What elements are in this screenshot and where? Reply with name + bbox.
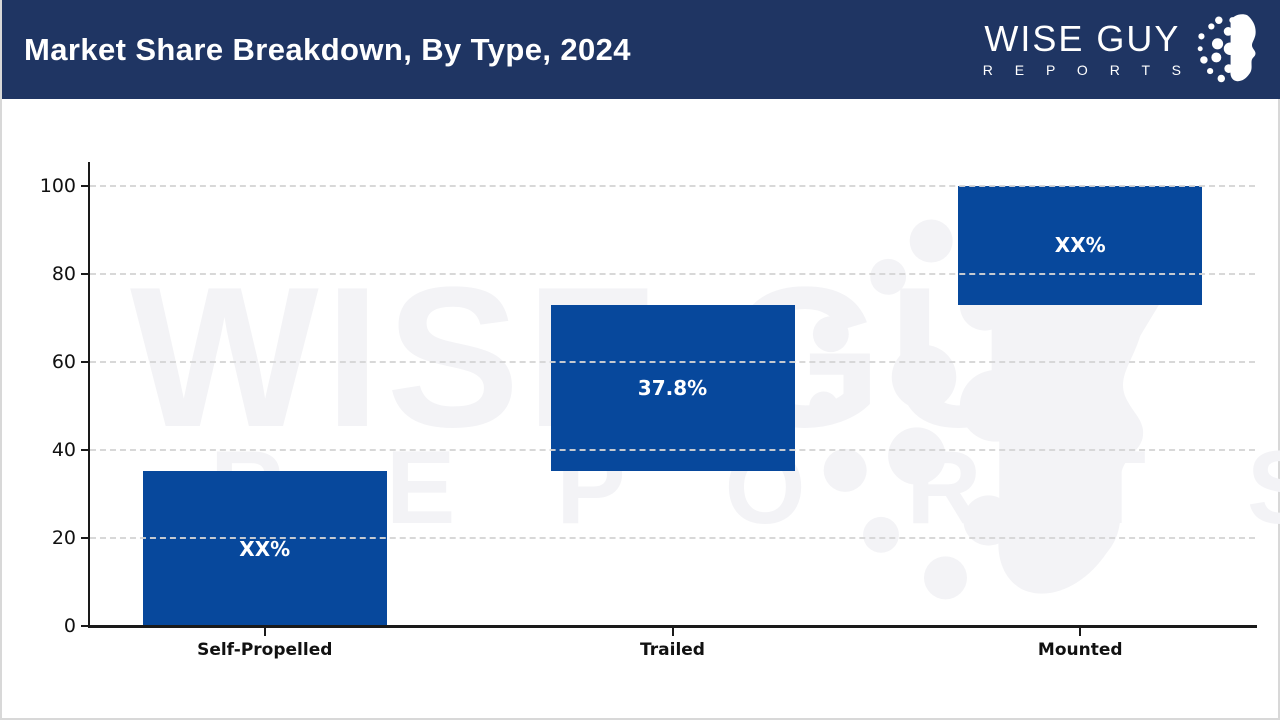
y-tick-mark [81, 361, 90, 363]
bar: 37.8% [550, 304, 795, 472]
dotted-face-icon [1197, 13, 1256, 82]
x-category-label: Mounted [1037, 640, 1123, 660]
bar: XX% [142, 471, 387, 626]
gridline [90, 449, 1255, 451]
y-tick-mark [81, 273, 90, 275]
y-axis-line [88, 162, 90, 628]
gridline [90, 273, 1255, 275]
x-tick-mark [1079, 628, 1082, 636]
brand-subtitle: R E P O R T S [982, 62, 1190, 78]
y-tick-label: 80 [51, 263, 76, 285]
bar-value-label: XX% [1054, 233, 1106, 258]
y-tick-label: 60 [51, 351, 76, 373]
header-bar: Market Share Breakdown, By Type, 2024 WI… [2, 0, 1280, 99]
y-tick-label: 40 [51, 439, 76, 461]
y-tick-label: 0 [63, 615, 76, 637]
x-category-label: Trailed [640, 640, 705, 660]
brand-name: WISE GUY [984, 18, 1181, 59]
y-tick-mark [81, 537, 90, 539]
x-category-label: Self-Propelled [197, 640, 333, 660]
x-tick-mark [263, 628, 266, 636]
y-tick-label: 20 [51, 527, 76, 549]
bar: XX% [958, 186, 1203, 305]
x-axis-line [88, 625, 1257, 628]
page-title: Market Share Breakdown, By Type, 2024 [24, 31, 631, 67]
gridline [90, 185, 1255, 187]
brand-logo-text: WISE GUY R E P O R T S [975, 18, 1190, 79]
y-tick-mark [81, 185, 90, 187]
brand-logo: WISE GUY R E P O R T S [975, 11, 1256, 89]
gridline [90, 537, 1255, 539]
bar-value-label: XX% [239, 536, 291, 561]
bar-value-label: 37.8% [637, 375, 708, 400]
gridline [90, 361, 1255, 363]
y-tick-label: 100 [39, 175, 76, 197]
y-tick-mark [81, 625, 90, 627]
y-tick-mark [81, 449, 90, 451]
x-tick-mark [671, 628, 674, 636]
